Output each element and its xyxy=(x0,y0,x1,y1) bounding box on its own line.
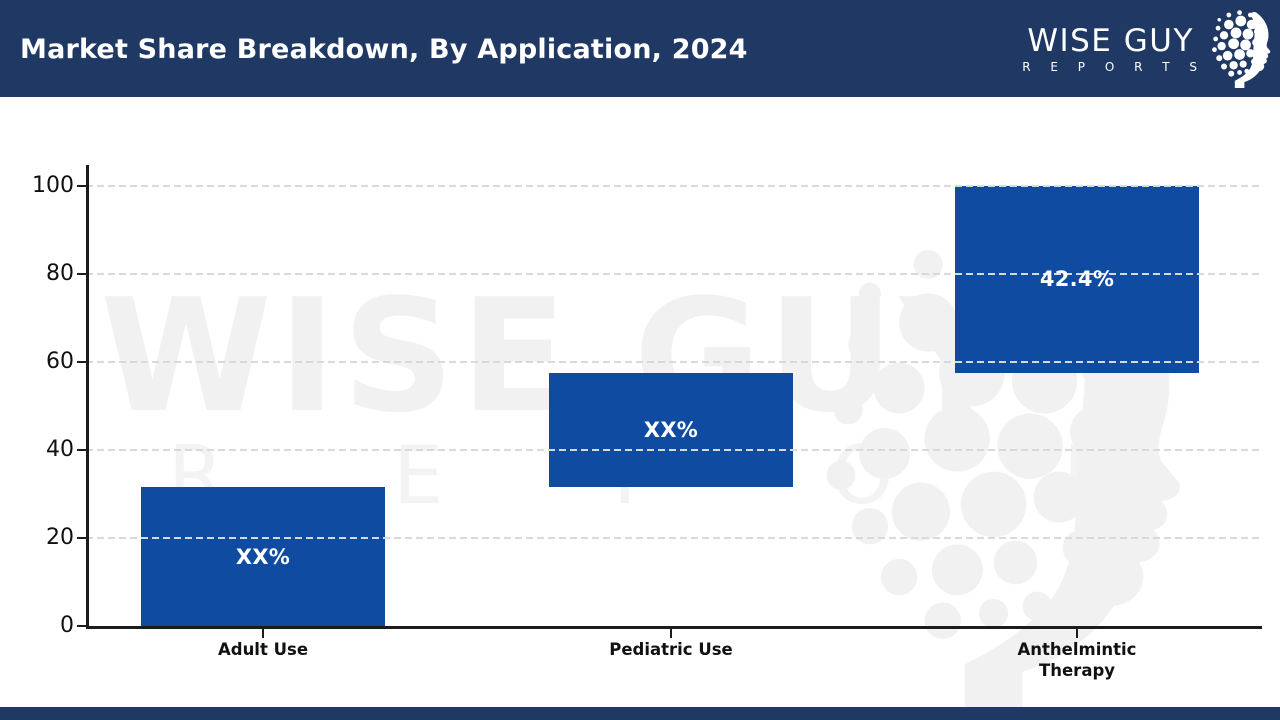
bar-adult-use xyxy=(141,487,385,626)
y-tick-label: 20 xyxy=(46,525,74,550)
brand-wordmark: WISE GUY R E P O R T S xyxy=(1016,24,1205,74)
y-tick-label: 0 xyxy=(60,613,74,638)
brand-name: WISE GUY xyxy=(1027,22,1194,59)
footer-bar xyxy=(0,707,1280,720)
y-tick-label: 40 xyxy=(46,437,74,462)
x-tick-mark xyxy=(1076,629,1078,638)
brand-face-icon xyxy=(1206,9,1272,88)
bar-pediatric-use xyxy=(549,372,793,488)
x-tick-mark xyxy=(670,629,672,638)
gridline xyxy=(86,273,1262,275)
x-tick-mark xyxy=(262,629,264,638)
y-tick-mark xyxy=(77,361,86,363)
x-axis-line xyxy=(86,626,1262,629)
y-tick-mark xyxy=(77,625,86,627)
y-tick-mark xyxy=(77,273,86,275)
header-bar: Market Share Breakdown, By Application, … xyxy=(0,0,1280,97)
x-category-label: Anthelmintic Therapy xyxy=(1017,640,1137,680)
chart-title: Market Share Breakdown, By Application, … xyxy=(20,34,748,65)
brand-logo: WISE GUY R E P O R T S xyxy=(1016,5,1272,92)
gridline xyxy=(86,361,1262,363)
y-tick-mark xyxy=(77,185,86,187)
bar-value-label: 42.4% xyxy=(1039,267,1115,292)
brand-subname: R E P O R T S xyxy=(1022,59,1205,74)
x-category-label: Pediatric Use xyxy=(609,640,733,659)
y-tick-mark xyxy=(77,537,86,539)
y-tick-label: 100 xyxy=(32,173,74,198)
y-tick-mark xyxy=(77,449,86,451)
y-tick-label: 80 xyxy=(46,261,74,286)
bar-value-label: XX% xyxy=(643,417,699,442)
y-axis-line xyxy=(86,165,89,629)
gridline xyxy=(86,537,1262,539)
y-tick-label: 60 xyxy=(46,349,74,374)
bar-value-label: XX% xyxy=(235,544,291,569)
gridline xyxy=(86,449,1262,451)
gridline xyxy=(86,185,1262,187)
x-category-label: Adult Use xyxy=(217,640,309,659)
